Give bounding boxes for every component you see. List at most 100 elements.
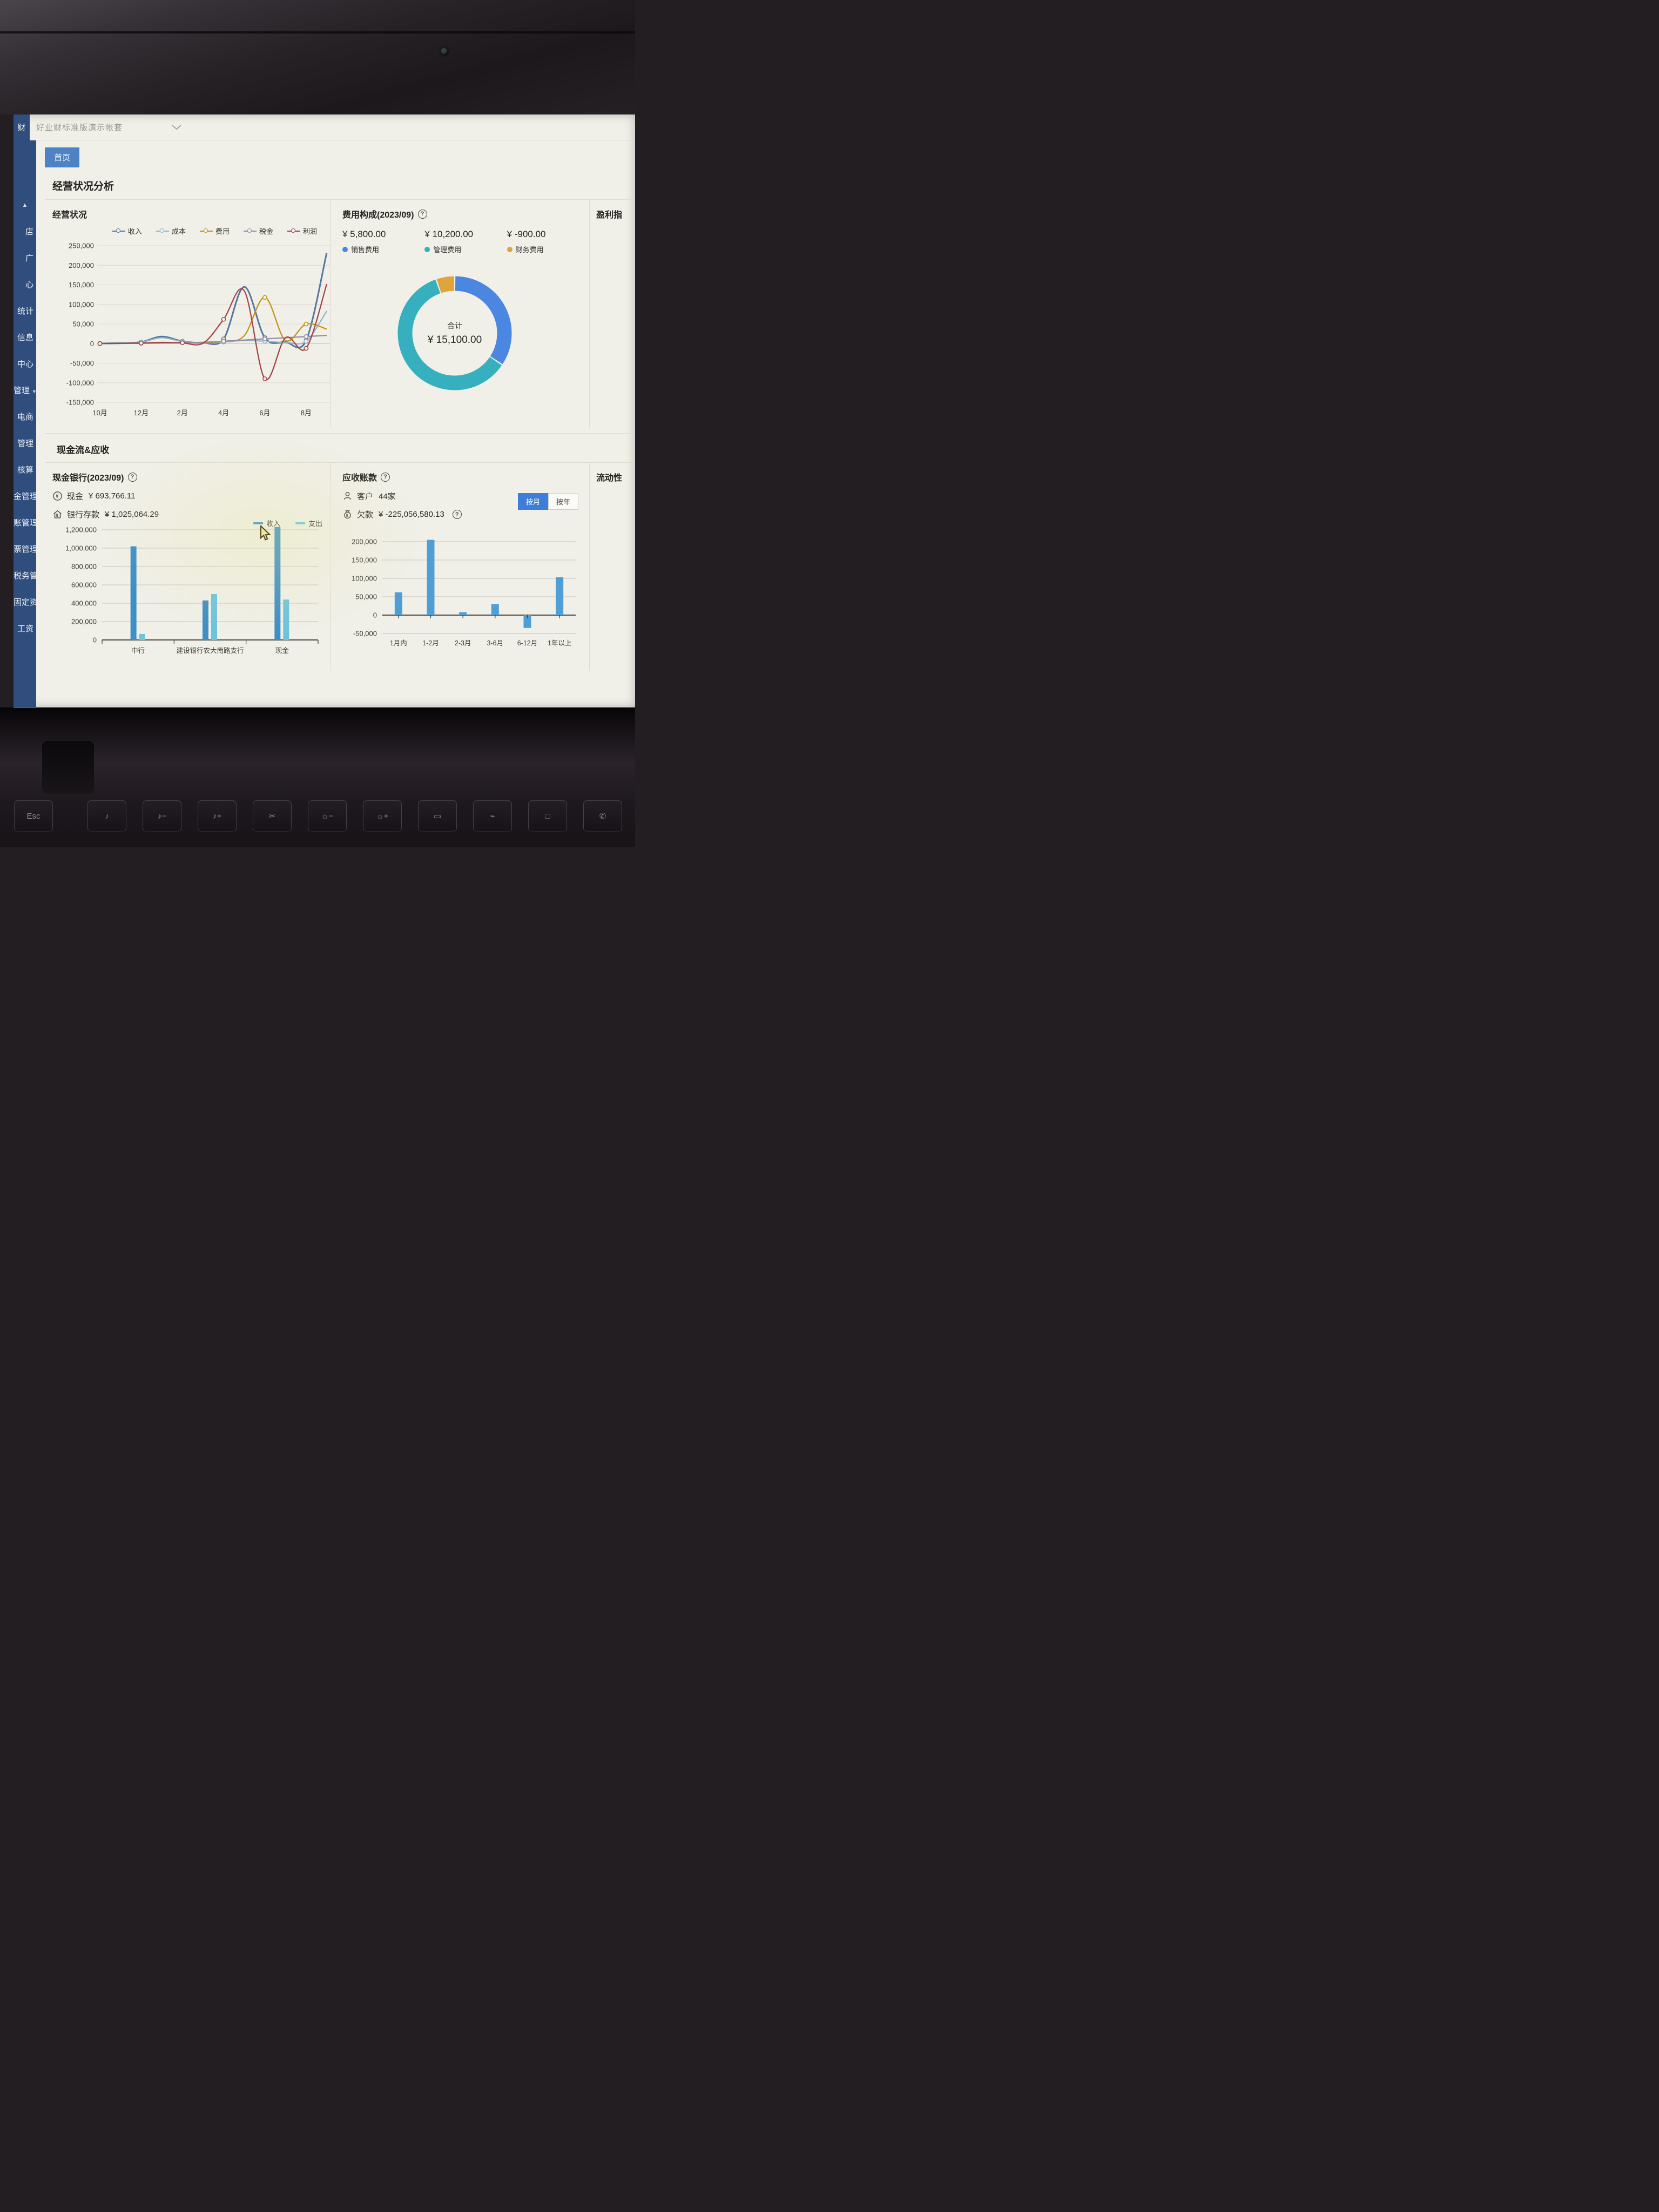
customer-stat: 客户 44家	[342, 490, 589, 502]
mute-key[interactable]: ♪	[87, 800, 126, 832]
sidebar-item-3[interactable]: 心	[25, 280, 33, 289]
money-bag-icon: ¥	[344, 510, 351, 519]
cashbank-bar-chart: 1,200,000 1,000,000 800,000 600,000 400,000 2…	[65, 526, 319, 655]
panel-operating-status: 经营状况 收入 成本 费用 税金 利润 250,000 200,000 150,000 100…	[45, 200, 330, 428]
brightness-up-key[interactable]: ☼+	[363, 800, 402, 832]
sidebar-item-9[interactable]: 管理	[17, 439, 33, 448]
volume-down-key[interactable]: ♪−	[143, 800, 181, 832]
tab-home[interactable]: 首页	[45, 147, 80, 167]
svg-text:1-2月: 1-2月	[422, 639, 439, 647]
sidebar-item-12[interactable]: 账管理	[14, 518, 36, 528]
expense-stat-0: ¥ 5,800.00 销售费用	[342, 229, 386, 254]
sidebar-scroll-up[interactable]: ▲	[22, 202, 28, 208]
svg-text:200,000: 200,000	[71, 618, 97, 626]
sidebar-item-7[interactable]: 管理 ▼	[14, 386, 36, 395]
help-icon[interactable]: ?	[381, 472, 390, 482]
help-icon[interactable]: ?	[452, 510, 462, 519]
svg-text:-50,000: -50,000	[353, 630, 377, 638]
volume-up-key[interactable]: ♪+	[198, 800, 237, 832]
expense-stats: ¥ 5,800.00 销售费用 ¥ 10,200.00 管理费用 ¥ -900.00 财务…	[342, 229, 589, 254]
svg-text:800,000: 800,000	[71, 563, 97, 571]
svg-text:现金: 现金	[275, 646, 289, 655]
sidebar-item-11[interactable]: 金管理	[14, 492, 36, 501]
help-icon[interactable]: ?	[127, 472, 137, 482]
legend-item-税金[interactable]: 税金	[243, 226, 273, 236]
legend-item-费用[interactable]: 费用	[199, 226, 230, 236]
customer-count: 44家	[379, 492, 396, 501]
divider	[45, 199, 635, 200]
svg-text:建设银行农大南路支行: 建设银行农大南路支行	[176, 646, 244, 655]
bank-icon: ¥	[53, 510, 62, 518]
panel-expense-composition: 费用构成(2023/09) ? ¥ 5,800.00 销售费用 ¥ 10,200.0…	[330, 200, 589, 428]
main-content: 首页 经营状况分析 经营状况 收入 成本 费用 税金 利润 250,000 200,000…	[36, 140, 635, 707]
receivable-bar-chart: 200,000 150,000 100,000 50,000 0 -50,000 1月内 1-…	[352, 538, 576, 647]
svg-text:1年以上: 1年以上	[548, 639, 571, 647]
legend-item-支出[interactable]: 支出	[295, 518, 322, 528]
svg-text:600,000: 600,000	[71, 581, 97, 589]
cashflow-section-title: 现金流&应收	[57, 445, 110, 455]
svg-text:1,200,000: 1,200,000	[65, 526, 97, 534]
brightness-down-key[interactable]: ☼−	[308, 800, 347, 832]
svg-text:150,000: 150,000	[69, 281, 94, 289]
sidebar-item-16[interactable]: 工资	[17, 624, 33, 633]
svg-text:10月: 10月	[92, 409, 107, 417]
operating-legend: 收入 成本 费用 税金 利润	[52, 226, 317, 236]
svg-text:6-12月: 6-12月	[517, 639, 538, 647]
legend-item-成本[interactable]: 成本	[156, 226, 186, 236]
legend-item-利润[interactable]: 利润	[287, 226, 317, 236]
svg-text:100,000: 100,000	[352, 575, 377, 583]
sidebar-item-10[interactable]: 核算	[17, 466, 33, 475]
svg-text:-50,000: -50,000	[70, 359, 94, 367]
toggle-by-month[interactable]: 按月	[517, 493, 548, 510]
sidebar-item-14[interactable]: 税务管理	[14, 571, 36, 581]
svg-text:200,000: 200,000	[69, 261, 94, 269]
app-logo: 财	[14, 114, 30, 140]
keyboard-row: Esc ♪ ♪− ♪+ ✂ ☼− ☼+ ▭ ⌁ □ ✆	[14, 800, 630, 832]
legend-item-收入[interactable]: 收入	[253, 518, 280, 528]
donut-center-label: 合计 ¥ 15,100.00	[427, 321, 482, 346]
bank-deposit-value: ¥ 1,025,064.29	[105, 510, 159, 519]
expense-donut-chart	[397, 276, 512, 390]
sidebar-item-5[interactable]: 信息	[17, 333, 33, 342]
svg-text:0: 0	[373, 611, 377, 619]
sidebar-item-15[interactable]: 固定资产	[14, 598, 36, 607]
debt-stat: ¥ 欠款 ¥ -225,056,580.13 ?	[342, 509, 589, 520]
debt-value: ¥ -225,056,580.13	[379, 510, 444, 519]
display-switch-key[interactable]: ▭	[418, 800, 457, 832]
help-icon[interactable]: ?	[417, 209, 427, 219]
wireless-key[interactable]: ⌁	[473, 800, 512, 832]
svg-text:6月: 6月	[259, 409, 270, 417]
sidebar-item-8[interactable]: 电商	[17, 413, 33, 422]
expense-title: 费用构成(2023/09) ?	[342, 207, 589, 220]
cashbank-title: 现金银行(2023/09) ?	[52, 470, 330, 483]
sidebar-item-13[interactable]: 票管理	[14, 545, 36, 554]
svg-text:2-3月: 2-3月	[455, 639, 471, 647]
call-key[interactable]: ✆	[583, 800, 622, 832]
laptop-base: Esc ♪ ♪− ♪+ ✂ ☼− ☼+ ▭ ⌁ □ ✆	[0, 707, 635, 847]
svg-text:¥: ¥	[56, 513, 58, 518]
period-toggle: 按月 按年	[517, 493, 578, 510]
toggle-by-year[interactable]: 按年	[548, 493, 578, 510]
operating-title: 经营状况	[52, 211, 87, 220]
chevron-down-icon[interactable]	[171, 123, 182, 133]
page-title: 经营状况分析	[52, 181, 114, 192]
account-set-title: 好业财标准版演示帐套	[36, 123, 123, 132]
svg-text:中行: 中行	[131, 646, 145, 655]
sidebar-item-6[interactable]: 中心	[17, 360, 33, 369]
sidebar-item-2[interactable]: 广	[25, 254, 33, 263]
legend-item-收入[interactable]: 收入	[112, 226, 142, 236]
cashbank-legend: 收入 支出	[253, 518, 322, 528]
esc-key[interactable]: Esc	[14, 800, 53, 832]
svg-text:50,000: 50,000	[355, 593, 377, 601]
sidebar-item-4[interactable]: 统计	[17, 307, 33, 316]
mic-mute-key[interactable]: ✂	[253, 800, 292, 832]
sidebar-item-1[interactable]: 店	[25, 227, 33, 237]
svg-text:100,000: 100,000	[69, 300, 94, 308]
chat-key[interactable]: □	[528, 800, 567, 832]
chevron-down-icon: ▼	[32, 389, 36, 394]
screen: 财 好业财标准版演示帐套 ▲ 店广心统计信息中心管理 ▼ 电商管理核算金管理账管理票管…	[14, 114, 635, 707]
svg-text:0: 0	[93, 636, 97, 644]
tab-bar: 首页	[45, 147, 635, 167]
series-dot	[507, 246, 512, 252]
cash-value: ¥ 693,766.11	[89, 491, 136, 501]
